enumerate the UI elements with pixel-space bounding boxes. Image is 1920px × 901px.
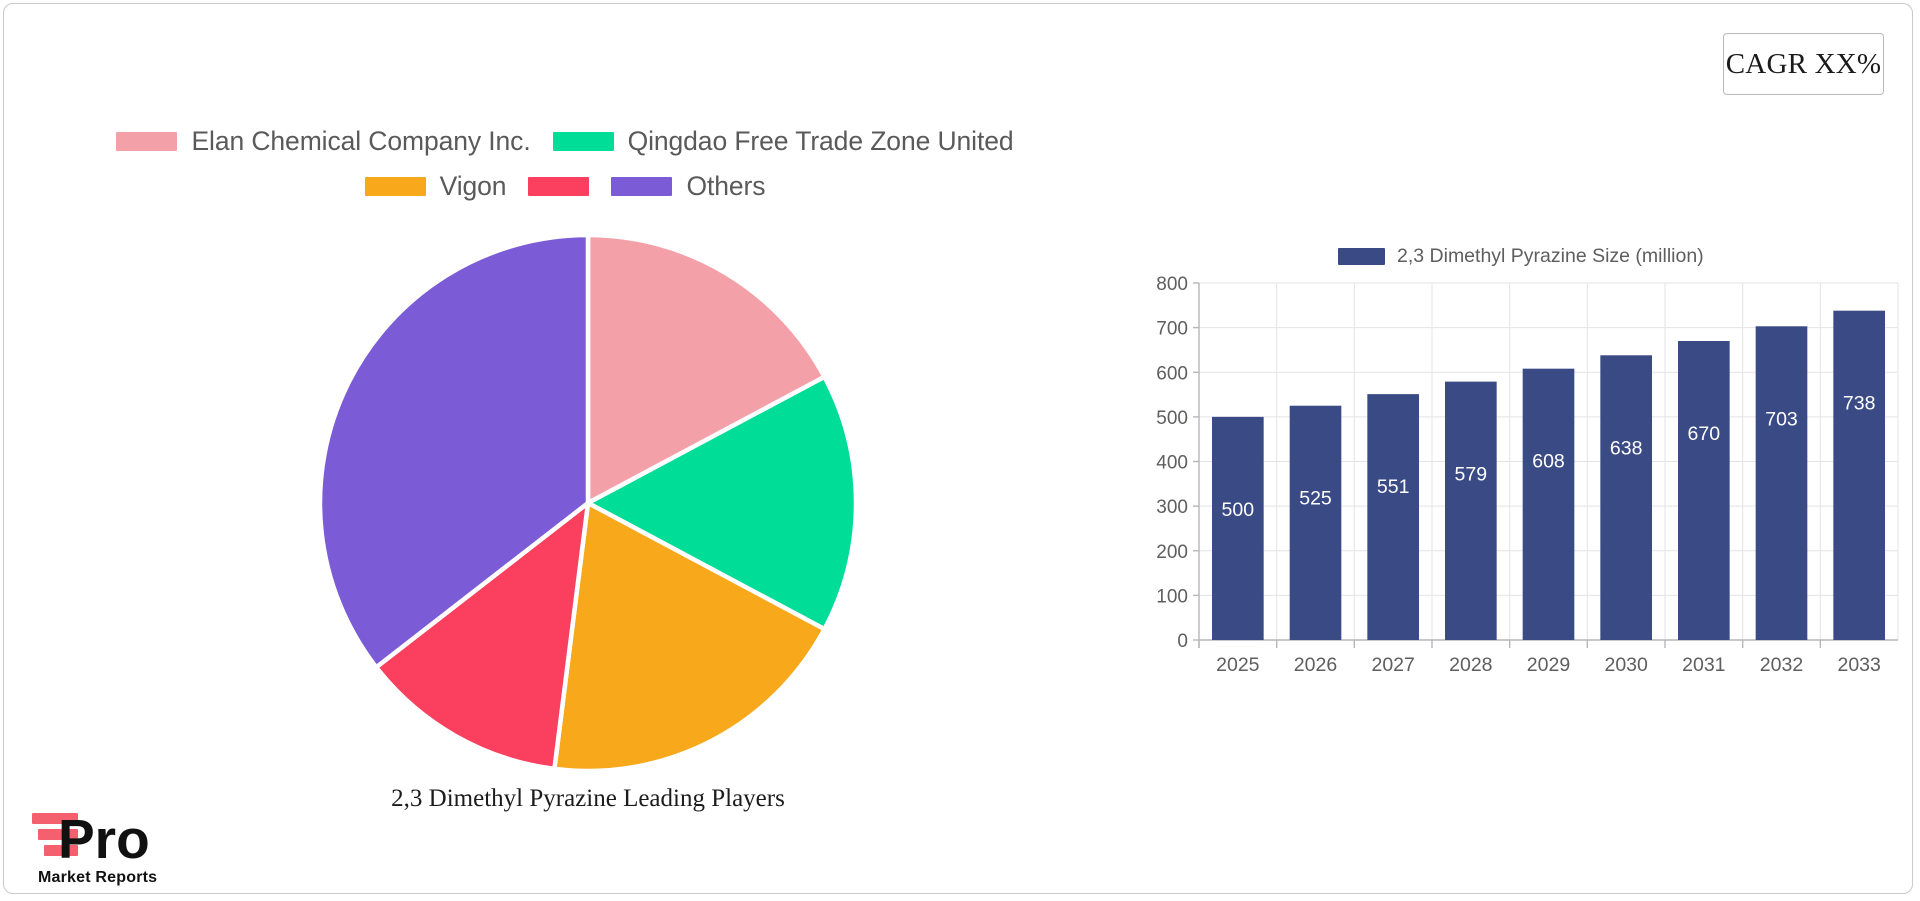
pie-legend-label: Others <box>686 171 766 201</box>
bar-chart-legend[interactable]: 2,3 Dimethyl Pyrazine Size (million) <box>1338 245 1704 268</box>
pie-legend-label: Elan Chemical Company Inc. <box>191 126 531 156</box>
logo-tagline: Market Reports <box>38 869 157 886</box>
y-axis-tick-label: 200 <box>1156 542 1188 563</box>
pie-legend-row-2: Vigon Others <box>0 171 1130 202</box>
bar[interactable] <box>1212 416 1264 641</box>
bar-chart-plot[interactable]: 0 100 200 300 400 500 600 700 800 500 2025 525 2026 5… <box>1140 240 1908 680</box>
logo-svg: Pro Market Reports <box>32 808 157 886</box>
bar-chart-panel: 2,3 Dimethyl Pyrazine Size (million) 0 10… <box>1140 240 1908 680</box>
x-axis-tick-label: 2026 <box>1294 654 1337 676</box>
x-axis-tick-label: 2030 <box>1604 654 1648 676</box>
cagr-badge: CAGR XX% <box>1723 33 1884 95</box>
legend-swatch-icon <box>552 132 614 151</box>
pie-legend: Elan Chemical Company Inc. Qingdao Free … <box>0 126 1130 216</box>
logo-bars-icon <box>32 813 78 856</box>
bar-value-label: 500 <box>1222 499 1255 521</box>
legend-swatch-icon <box>528 177 590 196</box>
bar-value-label: 551 <box>1377 476 1410 498</box>
bar[interactable] <box>1289 405 1342 640</box>
x-axis-tick-label: 2029 <box>1527 654 1570 676</box>
bar[interactable] <box>1755 326 1808 640</box>
pie-slice[interactable] <box>552 500 827 773</box>
bar[interactable] <box>1445 381 1497 640</box>
x-axis-tick-label: 2027 <box>1371 654 1414 676</box>
bar-legend-label: 2,3 Dimethyl Pyrazine Size (million) <box>1397 245 1704 267</box>
pie-legend-item-vigon[interactable]: Vigon <box>364 171 507 202</box>
bar[interactable] <box>1367 394 1419 640</box>
x-axis-tick-label: 2033 <box>1837 654 1880 676</box>
pie-slice[interactable] <box>585 374 858 632</box>
x-axis-tick-label: 2025 <box>1216 654 1260 676</box>
cagr-badge-label: CAGR XX% <box>1725 47 1882 80</box>
y-axis-tick-label: 500 <box>1156 408 1188 429</box>
bar[interactable] <box>1600 355 1652 640</box>
pie-legend-label: Qingdao Free Trade Zone United <box>627 126 1014 156</box>
bar-value-label: 738 <box>1843 393 1876 415</box>
pro-market-reports-logo: Pro Market Reports <box>22 808 172 890</box>
pie-chart-svg <box>318 233 858 773</box>
legend-swatch-icon <box>116 132 178 151</box>
pie-slice[interactable] <box>373 500 591 772</box>
legend-swatch-icon <box>611 177 673 196</box>
y-axis-tick-label: 700 <box>1156 319 1188 340</box>
pie-legend-item-qingdao[interactable]: Qingdao Free Trade Zone United <box>552 126 1014 157</box>
bar-value-label: 579 <box>1455 464 1488 486</box>
y-axis-tick-label: 100 <box>1156 586 1188 607</box>
pie-slice[interactable] <box>318 233 591 670</box>
x-axis-tick-label: 2031 <box>1682 654 1725 676</box>
pie-legend-label: Vigon <box>439 171 507 201</box>
bar[interactable] <box>1522 368 1575 640</box>
x-axis-tick-label: 2028 <box>1449 654 1492 676</box>
pie-legend-row-1: Elan Chemical Company Inc. Qingdao Free … <box>0 126 1130 157</box>
logo-wordmark: Pro <box>58 808 150 870</box>
bar[interactable] <box>1678 341 1730 640</box>
bar-value-label: 525 <box>1299 488 1332 510</box>
bar[interactable] <box>1833 310 1885 640</box>
pie-chart-title: 2,3 Dimethyl Pyrazine Leading Players <box>391 785 785 812</box>
pie-legend-item-others[interactable]: Others <box>611 171 765 202</box>
x-axis-tick-label: 2032 <box>1760 654 1803 676</box>
pie-slice[interactable] <box>585 233 827 506</box>
pie-legend-item-elan[interactable]: Elan Chemical Company Inc. <box>116 126 531 157</box>
bar-value-label: 670 <box>1688 423 1721 445</box>
bar-value-label: 608 <box>1532 451 1565 473</box>
pie-chart[interactable] <box>318 233 858 773</box>
y-axis-tick-label: 300 <box>1156 497 1188 518</box>
legend-swatch-icon <box>1338 248 1385 265</box>
y-axis-tick-label: 800 <box>1156 274 1188 295</box>
bar-value-label: 703 <box>1765 408 1798 430</box>
bar-chart-svg: 0 100 200 300 400 500 600 700 800 500 2025 525 2026 5… <box>1156 274 1899 676</box>
y-axis-tick-label: 600 <box>1156 363 1188 384</box>
legend-swatch-icon <box>364 177 426 196</box>
y-axis-tick-label: 400 <box>1156 453 1188 474</box>
pie-legend-item-unlabeled[interactable] <box>528 177 590 196</box>
bar-value-label: 638 <box>1610 437 1643 459</box>
y-axis-tick-label: 0 <box>1177 631 1188 652</box>
